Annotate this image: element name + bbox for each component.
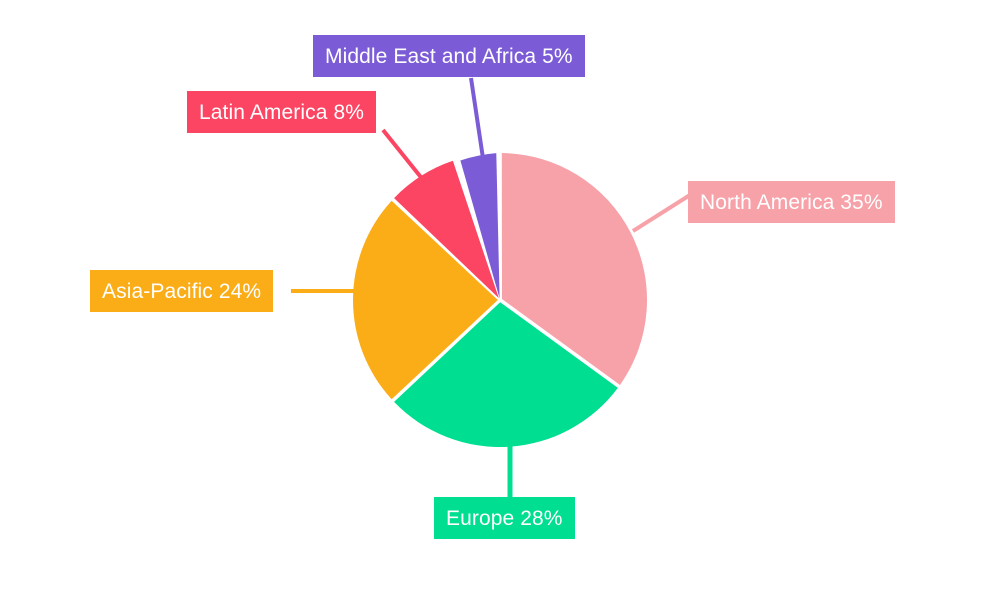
pie-label-europe: Europe 28% — [434, 497, 575, 539]
leader-line-north-america — [631, 193, 692, 233]
pie-slice-middle-east-africa[interactable] — [460, 153, 500, 299]
pie-label-asia-pacific: Asia-Pacific 24% — [90, 270, 274, 312]
pie-label-middle-east-africa: Middle East and Africa 5% — [313, 35, 585, 77]
leader-line-middle-east-africa — [469, 77, 486, 166]
pie-slice-europe[interactable] — [394, 302, 618, 447]
pie-slice-north-america[interactable] — [501, 153, 648, 385]
pie-slices — [353, 153, 648, 447]
pie-slice-asia-pacific[interactable] — [353, 200, 498, 400]
pie-slice-latin-america[interactable] — [394, 160, 499, 299]
pie-label-north-america: North America 35% — [688, 181, 895, 223]
pie-label-latin-america: Latin America 8% — [187, 91, 377, 133]
